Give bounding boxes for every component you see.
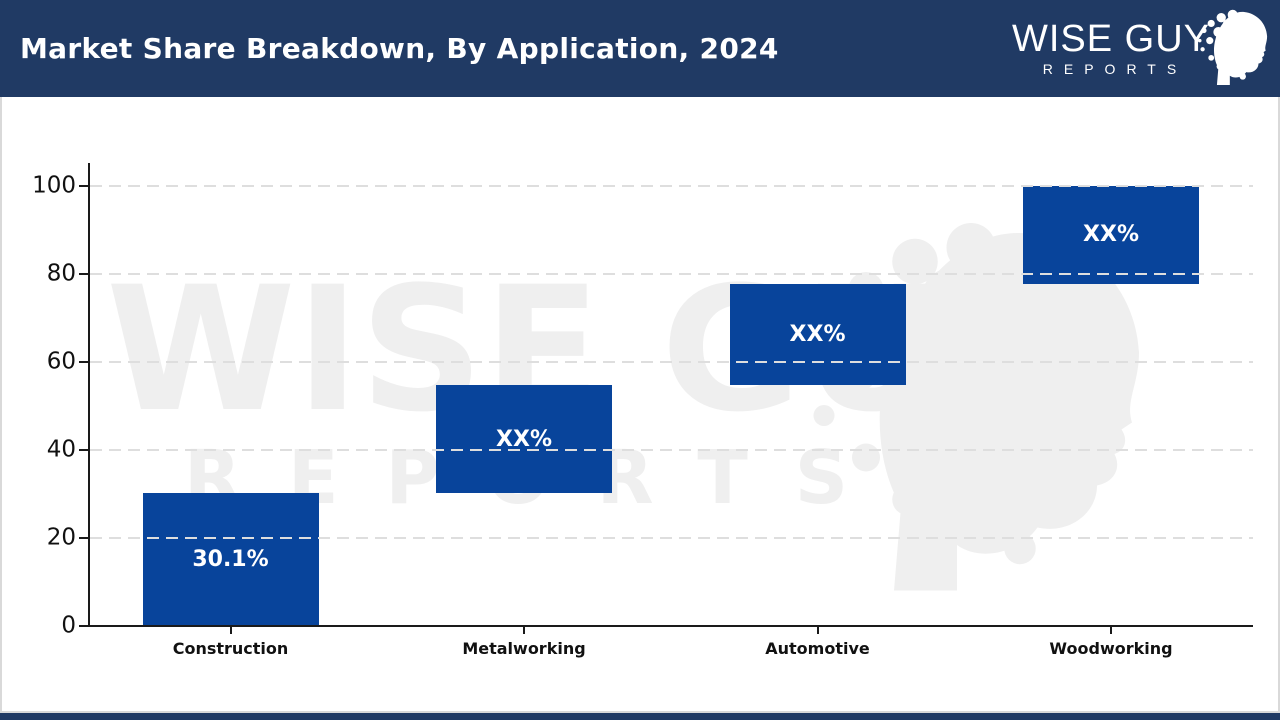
- gridline-40: [90, 448, 1253, 451]
- brand-subtitle: REPORTS: [1042, 61, 1188, 77]
- footer-bar: [0, 713, 1280, 720]
- wiseguy-head-icon: [1197, 9, 1268, 86]
- y-axis-tick-mark: [79, 448, 88, 451]
- header-bar: Market Share Breakdown, By Application, …: [0, 0, 1280, 97]
- y-axis-tick-label: 0: [61, 611, 76, 638]
- y-axis-tick-label: 20: [46, 523, 76, 550]
- y-axis-tick-mark: [79, 184, 88, 187]
- y-axis-tick-label: 40: [46, 435, 76, 462]
- chart-title: Market Share Breakdown, By Application, …: [20, 32, 779, 65]
- gridline-100: [90, 184, 1253, 187]
- y-axis-tick-mark: [79, 536, 88, 539]
- bar-construction: 30.1%: [142, 493, 319, 626]
- bar-value-label: XX%: [496, 426, 552, 452]
- y-axis-tick-label: 60: [46, 347, 76, 374]
- x-axis-tick-mark: [523, 627, 525, 634]
- x-axis-tick-label: Construction: [172, 639, 289, 658]
- bar-woodworking: XX%: [1023, 185, 1199, 285]
- brand-text: WISE GUY REPORTS: [1012, 20, 1210, 77]
- bar-automotive: XX%: [729, 284, 906, 386]
- x-axis-spine: [88, 625, 1253, 627]
- bar-value-label: XX%: [1083, 222, 1139, 248]
- x-axis-tick-label: Automotive: [765, 639, 870, 658]
- y-axis-tick-mark: [79, 272, 88, 275]
- y-axis-tick-label: 80: [46, 259, 76, 286]
- y-axis-tick-label: 100: [32, 171, 76, 198]
- gridline-60: [90, 360, 1253, 363]
- gridline-20: [90, 536, 1253, 539]
- brand-name: WISE GUY: [1011, 18, 1210, 60]
- bar-metalworking: XX%: [436, 385, 612, 494]
- x-axis-tick-label: Woodworking: [1049, 639, 1173, 658]
- x-axis-tick-mark: [816, 627, 819, 634]
- y-axis-spine: [88, 163, 90, 626]
- gridline-80: [90, 272, 1253, 275]
- x-axis-tick-label: Metalworking: [462, 639, 586, 658]
- bar-value-label: 30.1%: [192, 546, 269, 572]
- x-axis-tick-mark: [229, 627, 232, 634]
- y-axis-tick-mark: [79, 624, 88, 627]
- brand-logo: WISE GUY REPORTS: [1012, 0, 1280, 97]
- x-axis-tick-mark: [1110, 627, 1112, 634]
- y-axis-tick-mark: [79, 360, 88, 363]
- bar-value-label: XX%: [789, 322, 846, 348]
